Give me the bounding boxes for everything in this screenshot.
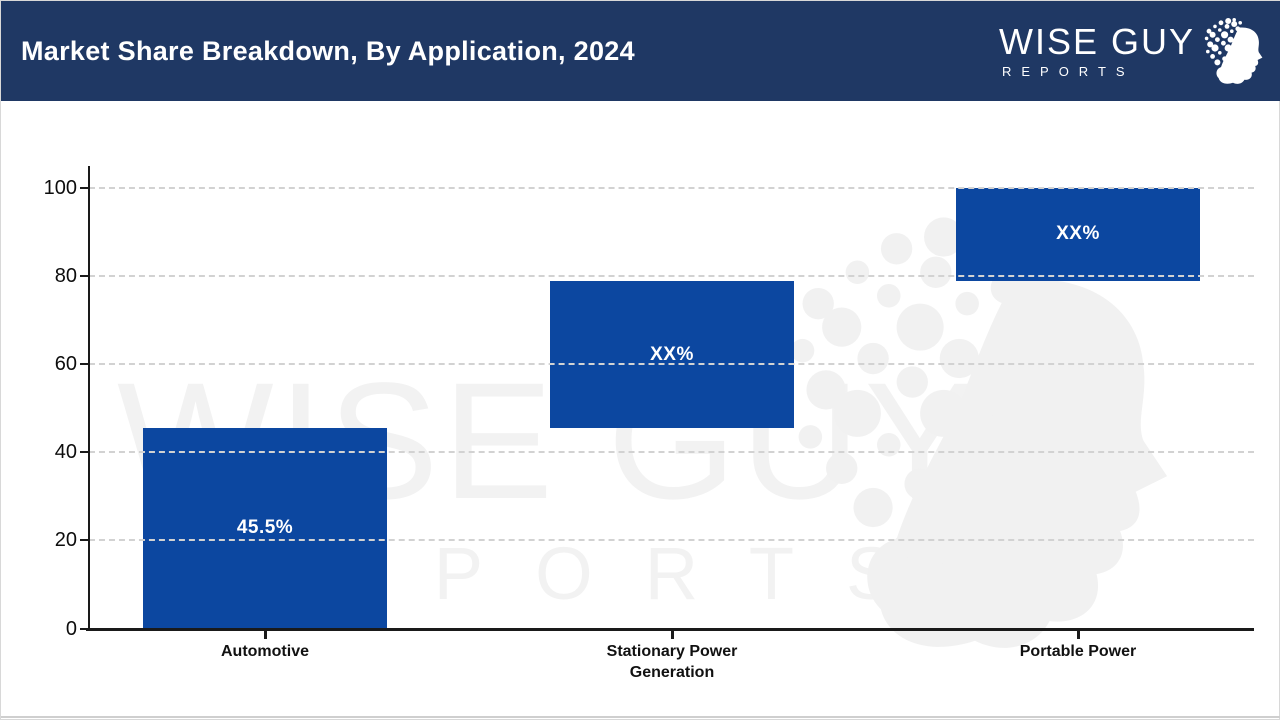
y-tick-label: 60	[54, 353, 77, 376]
x-category-label: Portable Power	[1019, 643, 1137, 660]
y-tick-mark	[80, 627, 89, 630]
bar-value-label: 45.5%	[236, 517, 294, 539]
gridline-60	[89, 363, 1254, 366]
x-category-label: Stationary Power Generation	[606, 643, 738, 681]
y-tick-mark	[80, 363, 89, 366]
logo-subtext: REPORTS	[1001, 63, 1135, 79]
gridline-80	[89, 274, 1254, 277]
bottom-border	[1, 716, 1280, 718]
page-title: Market Share Breakdown, By Application, …	[21, 35, 635, 66]
x-tick-mark	[671, 631, 674, 639]
y-tick-mark	[80, 186, 89, 189]
y-tick-label: 0	[65, 617, 77, 640]
gridline-100	[89, 186, 1254, 189]
y-tick-label: 100	[43, 176, 77, 199]
gridline-20	[89, 539, 1254, 542]
wise-guy-reports-logo: WISE GUY REPORTS	[999, 10, 1263, 92]
y-tick-mark	[80, 539, 89, 542]
x-category-label: Automotive	[221, 643, 309, 660]
bar-automotive: 45.5%	[143, 427, 387, 629]
y-tick-label: 20	[54, 529, 77, 552]
bar-value-label: XX%	[1056, 223, 1100, 245]
bar-value-label: XX%	[650, 343, 694, 365]
bar-stationary generation: XX%	[550, 281, 794, 428]
logo-wordmark: WISE GUY	[998, 20, 1195, 62]
x-tick-mark	[1077, 631, 1080, 639]
gridline-40	[89, 451, 1254, 454]
bar-portable: XX%	[956, 187, 1200, 282]
y-axis-line	[88, 166, 90, 631]
x-axis-line	[86, 628, 1254, 631]
header-bar: Market Share Breakdown, By Application, …	[1, 1, 1280, 101]
logo-text: WISE GUY REPORTS	[998, 20, 1195, 79]
y-tick-mark	[80, 274, 89, 277]
x-tick-mark	[264, 631, 267, 639]
y-tick-label: 80	[54, 264, 77, 287]
y-tick-label: 40	[54, 441, 77, 464]
y-tick-mark	[80, 451, 89, 454]
